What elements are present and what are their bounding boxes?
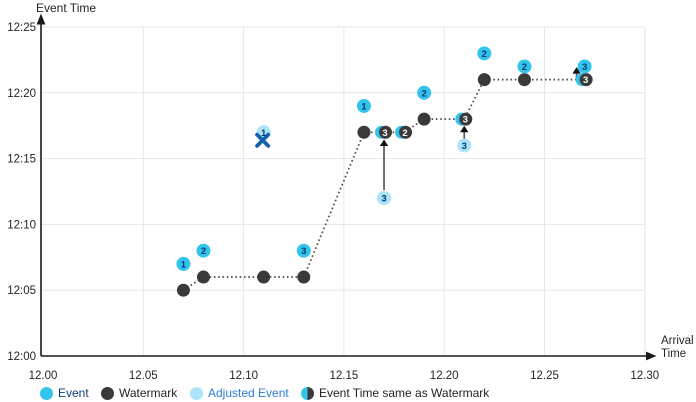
event-point <box>517 59 532 74</box>
point-label: 1 <box>181 259 187 270</box>
point-label: 2 <box>522 62 527 73</box>
y-tick-label: 12:20 <box>7 88 36 100</box>
event-point <box>417 85 432 100</box>
legend-item-event-same-as-watermark: Event Time same as Watermark <box>301 384 489 402</box>
point-label: 2 <box>201 246 206 257</box>
point-label: 3 <box>301 246 306 257</box>
y-axis-title: Event Time <box>36 1 97 15</box>
x-tick-label: 12.00 <box>29 370 58 382</box>
watermark-point <box>477 73 491 87</box>
y-tick-label: 12:10 <box>7 219 36 231</box>
legend-label-event-same-as-watermark: Event Time same as Watermark <box>319 386 490 400</box>
watermark-point <box>196 270 210 284</box>
point-label: 1 <box>261 128 267 139</box>
point-label: 3 <box>583 75 588 86</box>
watermark-point <box>257 270 271 284</box>
event-point <box>577 59 592 74</box>
y-tick-label: 12:00 <box>7 351 36 363</box>
x-tick-label: 12.15 <box>330 370 359 382</box>
legend-label-watermark: Watermark <box>119 386 178 400</box>
y-tick-label: 12:25 <box>7 22 36 34</box>
event-legend-icon <box>40 386 53 400</box>
event-point <box>356 98 371 113</box>
x-tick-label: 12.05 <box>129 370 158 382</box>
y-axis-arrow <box>36 13 46 25</box>
y-tick-label: 12:15 <box>7 154 36 166</box>
point-label: 2 <box>421 88 426 99</box>
event-same-as-watermark-legend-icon <box>301 386 314 400</box>
legend-item-event: Event <box>40 384 89 402</box>
watermark-legend-icon <box>101 386 114 400</box>
x-tick-label: 12.10 <box>229 370 258 382</box>
point-label: 3 <box>463 115 468 126</box>
watermark-point <box>417 112 431 126</box>
event-point <box>477 46 492 61</box>
watermark-point <box>297 270 311 284</box>
x-tick-label: 12.20 <box>430 370 459 382</box>
x-axis-title: Arrival Time <box>661 335 694 360</box>
adjusted-event-point <box>377 191 392 206</box>
event-same-as-watermark-point <box>579 73 593 87</box>
point-label: 3 <box>462 141 467 152</box>
event-same-as-watermark-point <box>399 125 413 139</box>
legend-item-watermark: Watermark <box>101 384 177 402</box>
event-point <box>196 243 211 258</box>
point-label: 3 <box>381 194 386 205</box>
legend-label-adjusted-event: Adjusted Event <box>208 386 289 400</box>
dropped-event-x-icon <box>255 132 271 148</box>
point-label: 3 <box>382 128 387 139</box>
point-label: 2 <box>402 128 407 139</box>
watermark-point <box>176 283 190 297</box>
adjustment-arrow-head <box>460 125 469 133</box>
y-tick-label: 12:05 <box>7 285 36 297</box>
event-point <box>176 256 191 271</box>
event-point <box>296 243 311 258</box>
watermark-point <box>517 73 531 87</box>
legend: Event Watermark Adjusted Event Event Tim… <box>0 384 696 402</box>
watermark-point <box>357 125 371 139</box>
x-tick-label: 12.25 <box>530 370 559 382</box>
adjusted-event-point <box>457 138 472 153</box>
adjusted-event-legend-icon <box>190 386 203 400</box>
adjustment-arrow-head <box>572 67 581 74</box>
legend-label-event: Event <box>58 386 89 400</box>
legend-item-adjusted-event: Adjusted Event <box>190 384 289 402</box>
event-same-as-watermark-point <box>459 112 473 126</box>
point-label: 1 <box>361 101 367 112</box>
point-label: 2 <box>482 49 487 60</box>
x-axis-arrow <box>646 351 657 361</box>
point-label: 3 <box>582 62 587 73</box>
adjustment-arrow-head <box>379 139 389 147</box>
x-tick-label: 12.30 <box>630 370 659 382</box>
event-same-as-watermark-point <box>379 125 393 139</box>
